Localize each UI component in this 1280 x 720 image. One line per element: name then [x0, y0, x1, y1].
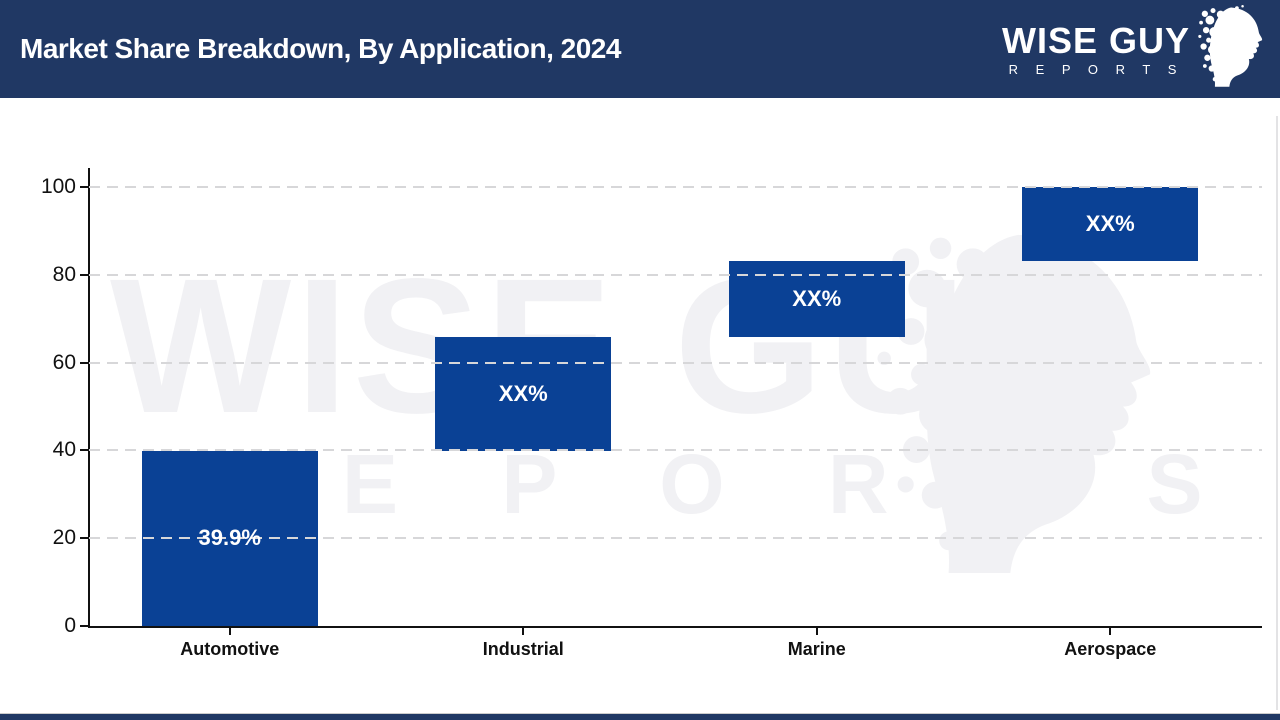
y-tick-60	[80, 361, 88, 364]
wise-guy-logo: WISE GUY R E P O R T S	[1002, 5, 1268, 93]
logo-subtitle: R E P O R T S	[1008, 61, 1184, 77]
y-tick-label-60: 60	[52, 350, 76, 374]
x-tick-0	[228, 628, 231, 635]
footer-divider	[0, 713, 1280, 714]
y-axis-spine	[88, 168, 90, 628]
bar-value-label-aerospace: XX%	[1085, 211, 1135, 237]
logo-wordmark: WISE GUY	[1001, 19, 1190, 61]
x-category-label-aerospace: Aerospace	[1064, 639, 1157, 659]
footer-bar	[0, 714, 1280, 720]
bar-aerospace	[1022, 187, 1199, 262]
x-category-label-industrial: Industrial	[482, 639, 564, 659]
plot-area: 0 20 40 60 80 100 39.9% Automotive XX% Industrial…	[0, 98, 1280, 713]
y-tick-label-0: 0	[64, 614, 76, 637]
chart-area: WISE GUY R E P O R T S 0 20 40 60 80 100 39.9%…	[0, 98, 1280, 713]
logo-text: WISE GUY R E P O R T S	[1001, 19, 1190, 77]
y-tick-label-20: 20	[52, 526, 76, 550]
y-tick-label-80: 80	[52, 262, 76, 286]
bar-value-label-automotive: 39.9%	[198, 525, 261, 551]
x-category-label-marine: Marine	[787, 639, 846, 659]
gridline-100	[89, 186, 1262, 188]
x-axis-spine	[88, 626, 1262, 628]
bar-industrial	[435, 337, 612, 451]
page-title: Market Share Breakdown, By Application, …	[20, 33, 621, 64]
plot-right-border	[1276, 116, 1278, 710]
logo-head-icon	[1192, 5, 1268, 93]
bar-value-label-industrial: XX%	[498, 380, 548, 406]
x-tick-1	[522, 628, 525, 635]
x-tick-2	[815, 628, 818, 635]
gridline-60	[89, 361, 1262, 364]
y-tick-0	[80, 625, 88, 627]
y-tick-100	[80, 186, 88, 188]
gridline-80	[89, 273, 1262, 276]
y-tick-label-40: 40	[52, 438, 76, 462]
gridline-40	[89, 449, 1262, 452]
header-bar: Market Share Breakdown, By Application, …	[0, 0, 1280, 98]
y-tick-40	[80, 449, 88, 452]
x-category-label-automotive: Automotive	[180, 639, 280, 659]
bar-value-label-marine: XX%	[792, 286, 842, 312]
y-tick-label-100: 100	[40, 175, 76, 198]
y-tick-80	[80, 273, 88, 276]
x-tick-3	[1109, 628, 1112, 635]
gridline-20	[89, 537, 1262, 540]
y-tick-20	[80, 537, 88, 540]
